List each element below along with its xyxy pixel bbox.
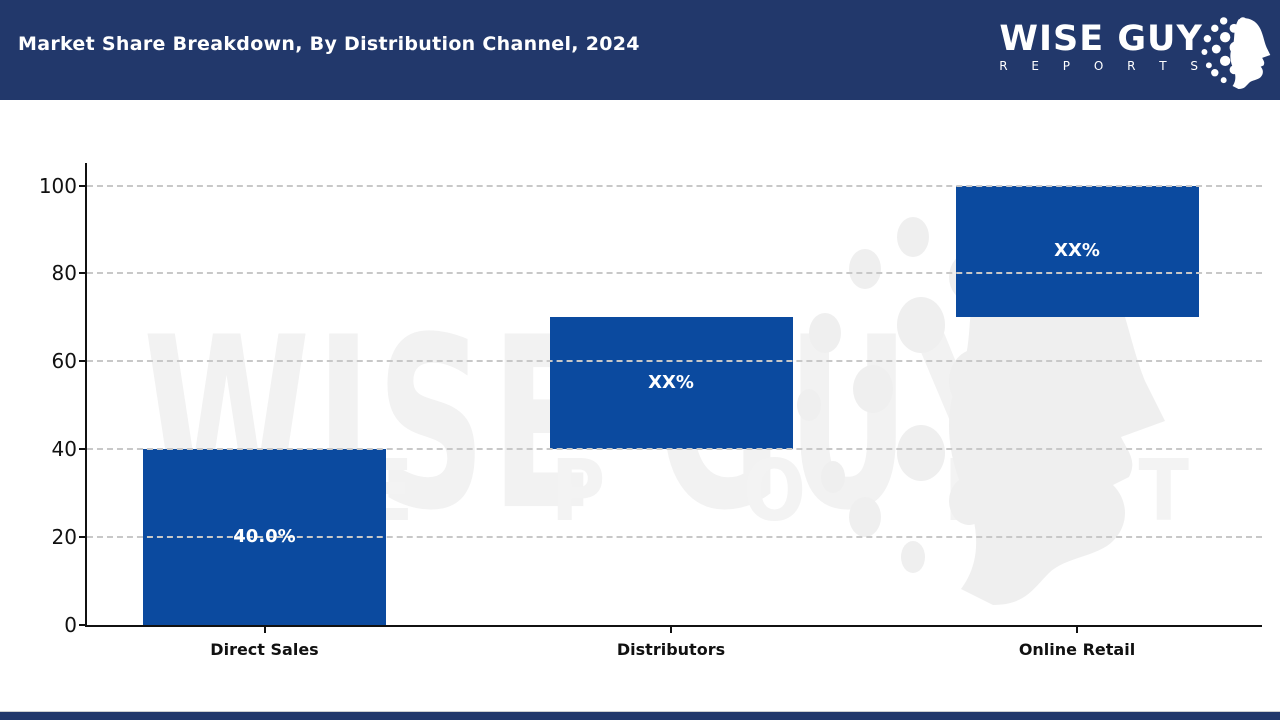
logo-wordmark: WISE GUY [999, 19, 1203, 59]
logo-subtext: R E P O R T S [999, 59, 1208, 73]
y-axis-tick-label: 60 [51, 349, 77, 374]
y-axis-tick-mark [79, 624, 86, 626]
x-axis-tick-mark [1076, 626, 1078, 633]
brand-logo: WISE GUY R E P O R T S [999, 4, 1274, 96]
gridline-y-60 [87, 360, 1262, 363]
x-axis-category-label: Direct Sales [210, 640, 319, 659]
y-axis-tick-mark [79, 360, 86, 363]
y-axis-tick-mark [79, 272, 86, 275]
x-axis-line [85, 625, 1262, 627]
y-axis-tick-mark [79, 536, 86, 539]
logo-face-profile-dots-icon [1201, 17, 1271, 89]
y-axis-tick-mark [79, 448, 86, 451]
axis-layer: 0 20 40 60 80 100 Direct Sales Distributors Onli… [0, 100, 1280, 712]
y-axis-tick-label: 40 [51, 437, 77, 462]
bar-value-label: XX% [1054, 240, 1100, 262]
x-axis-tick-mark [263, 626, 266, 633]
y-axis-tick-mark [79, 184, 86, 187]
gridline-y-40 [87, 448, 1262, 451]
page-title: Market Share Breakdown, By Distribution … [18, 33, 640, 55]
gridline-y-20 [87, 536, 1262, 539]
x-axis-tick-mark [670, 626, 672, 633]
value-label-layer: 40.0% XX% XX% [0, 100, 1280, 712]
bar-value-label: XX% [648, 372, 694, 394]
bar-online-retail [955, 185, 1199, 318]
logo-text: WISE GUY R E P O R T S [994, 20, 1208, 73]
y-axis-tick-label: 100 [38, 173, 77, 198]
y-axis-line [85, 163, 87, 627]
header-bar: Market Share Breakdown, By Distribution … [0, 0, 1280, 100]
bar-value-label: 40.0% [233, 526, 296, 548]
footer-bar [0, 711, 1280, 720]
y-axis-tick-label: 80 [51, 261, 77, 286]
y-axis-tick-label: 0 [64, 613, 77, 637]
x-axis-category-label: Online Retail [1018, 640, 1136, 659]
bar-distributors [549, 317, 793, 450]
chart-area: WISE GUY R E P O R T S 40.0%XX%XX% 02040… [0, 100, 1280, 712]
gridline-y-100 [87, 184, 1262, 187]
grid-layer [0, 100, 1280, 712]
x-axis-category-label: Distributors [616, 640, 726, 659]
gridline-y-80 [87, 272, 1262, 275]
y-axis-tick-label: 20 [51, 525, 77, 550]
watermark-face-profile-dots-icon [797, 217, 1165, 605]
